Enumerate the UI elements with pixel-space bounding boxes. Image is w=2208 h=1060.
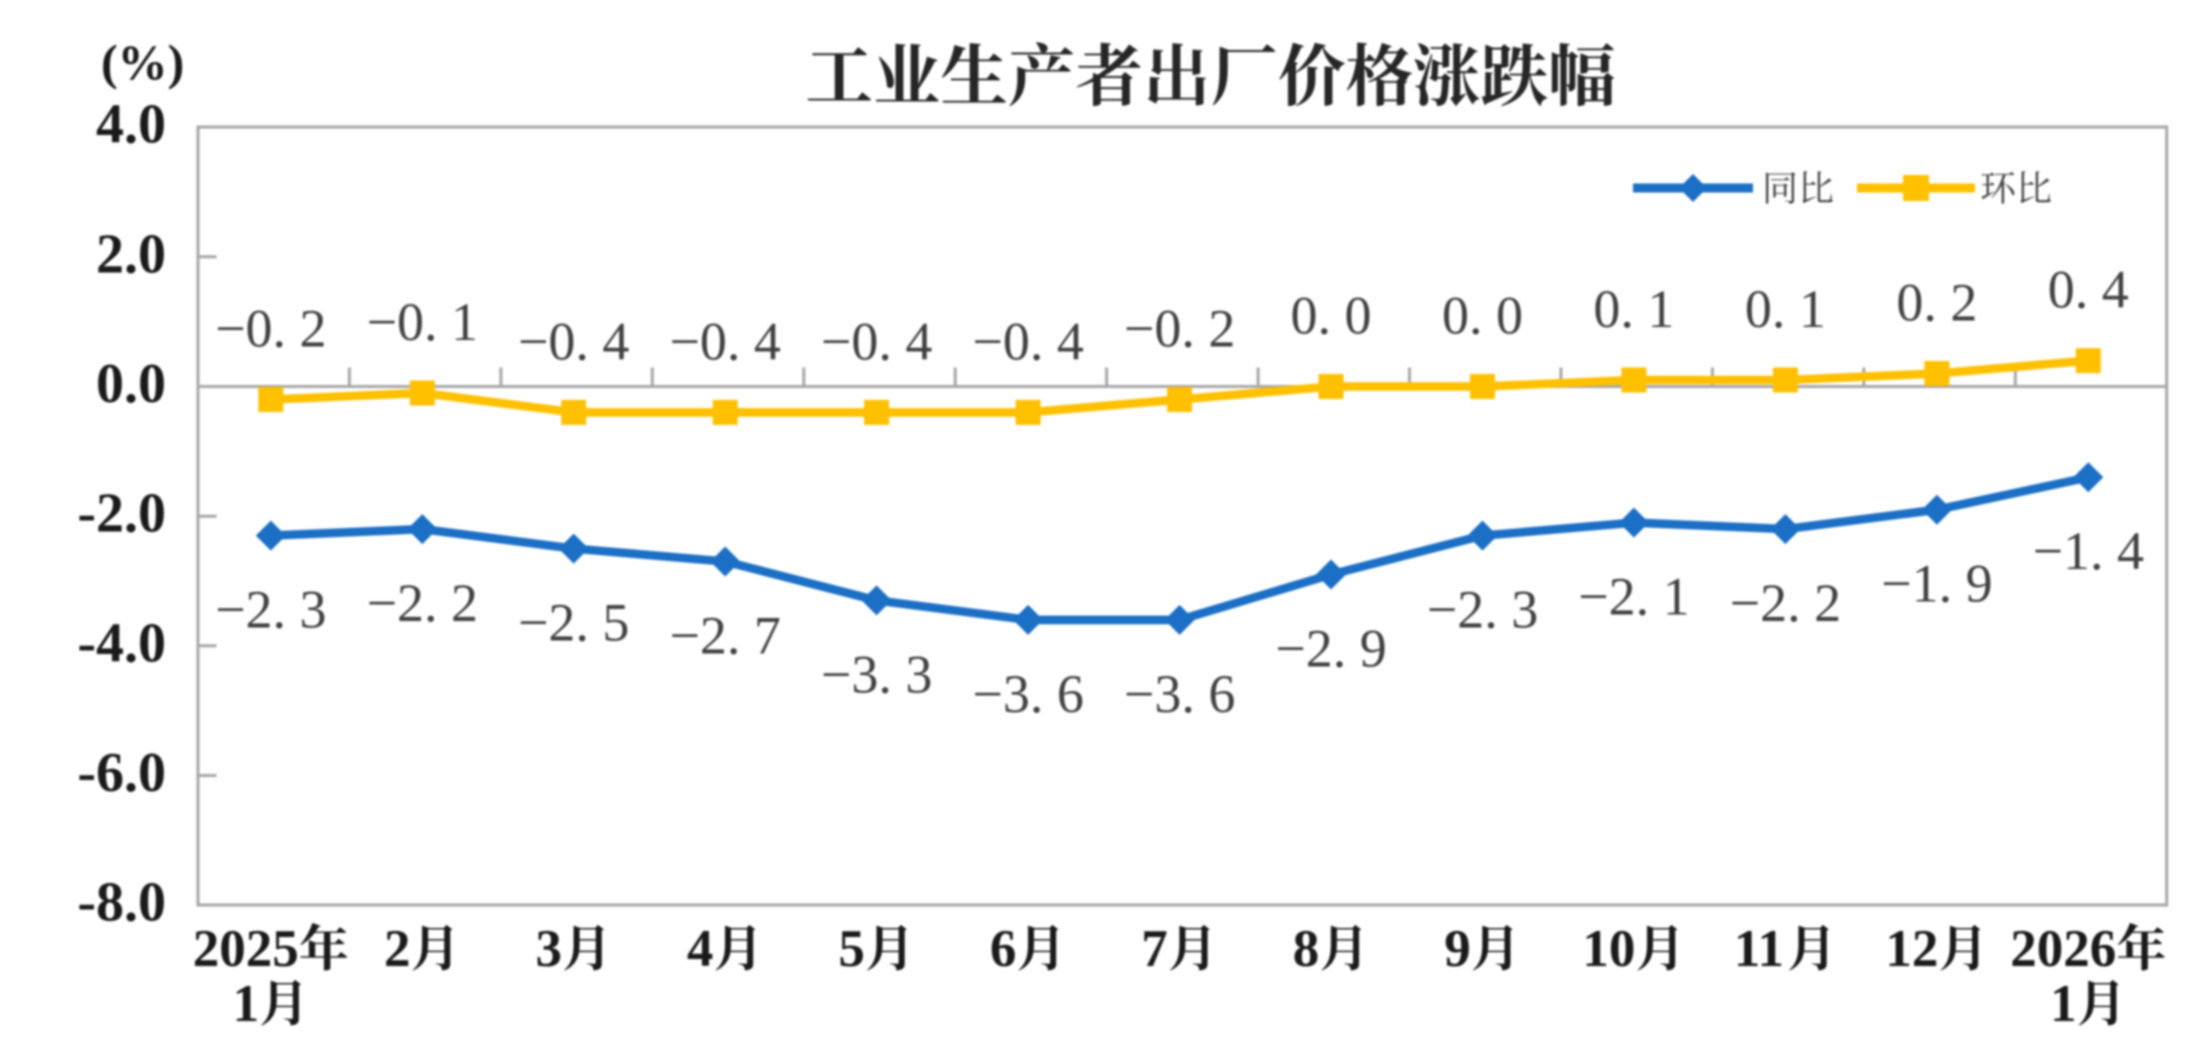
svg-text:-4.0: -4.0 (77, 612, 166, 674)
svg-text:0. 0: 0. 0 (1291, 285, 1372, 345)
svg-text:3: 3 (536, 920, 563, 978)
svg-text:−3. 3: −3. 3 (821, 644, 932, 704)
svg-text:−0. 4: −0. 4 (669, 311, 780, 371)
svg-text:1: 1 (2050, 975, 2077, 1033)
svg-text:−0. 4: −0. 4 (821, 311, 932, 371)
svg-text:5: 5 (838, 920, 865, 978)
svg-text:4: 4 (687, 920, 714, 978)
svg-text:2026: 2026 (2010, 920, 2116, 978)
svg-text:−0. 4: −0. 4 (518, 311, 629, 371)
svg-text:−2. 7: −2. 7 (669, 605, 780, 665)
svg-text:−3. 6: −3. 6 (972, 664, 1083, 724)
svg-text:8: 8 (1293, 920, 1320, 978)
svg-text:4.0: 4.0 (96, 94, 166, 156)
svg-text:0. 0: 0. 0 (1442, 285, 1523, 345)
svg-text:−0. 2: −0. 2 (215, 298, 326, 358)
svg-text:-8.0: -8.0 (77, 872, 166, 934)
svg-text:1: 1 (233, 975, 260, 1033)
svg-text:0.0: 0.0 (96, 353, 166, 415)
svg-text:0. 1: 0. 1 (1745, 279, 1826, 339)
svg-text:12: 12 (1885, 920, 1938, 978)
svg-text:−1. 4: −1. 4 (2033, 521, 2144, 581)
svg-text:2.0: 2.0 (96, 223, 166, 285)
svg-text:−2. 2: −2. 2 (1730, 573, 1841, 633)
svg-text:0. 4: 0. 4 (2048, 259, 2129, 319)
svg-text:0. 2: 0. 2 (1896, 272, 1977, 332)
svg-text:0. 1: 0. 1 (1593, 279, 1674, 339)
svg-text:11: 11 (1734, 920, 1784, 978)
svg-text:−3. 6: −3. 6 (1124, 664, 1235, 724)
svg-text:(%): (%) (101, 34, 184, 90)
svg-text:9: 9 (1444, 920, 1471, 978)
svg-text:−2. 3: −2. 3 (215, 580, 326, 640)
svg-text:−0. 2: −0. 2 (1124, 298, 1235, 358)
svg-text:−0. 1: −0. 1 (367, 292, 478, 352)
svg-text:6: 6 (990, 920, 1017, 978)
svg-text:7: 7 (1141, 920, 1168, 978)
svg-text:−2. 2: −2. 2 (367, 573, 478, 633)
svg-text:-2.0: -2.0 (77, 483, 166, 545)
svg-text:−2. 9: −2. 9 (1275, 618, 1386, 678)
svg-text:−2. 3: −2. 3 (1427, 580, 1538, 640)
svg-text:-6.0: -6.0 (77, 742, 166, 804)
svg-text:−1. 9: −1. 9 (1881, 554, 1992, 614)
svg-text:10: 10 (1582, 920, 1635, 978)
svg-text:−2. 1: −2. 1 (1578, 567, 1689, 627)
svg-text:2: 2 (384, 920, 411, 978)
svg-text:2025: 2025 (193, 920, 299, 978)
svg-text:−2. 5: −2. 5 (518, 593, 629, 653)
svg-text:−0. 4: −0. 4 (972, 311, 1083, 371)
